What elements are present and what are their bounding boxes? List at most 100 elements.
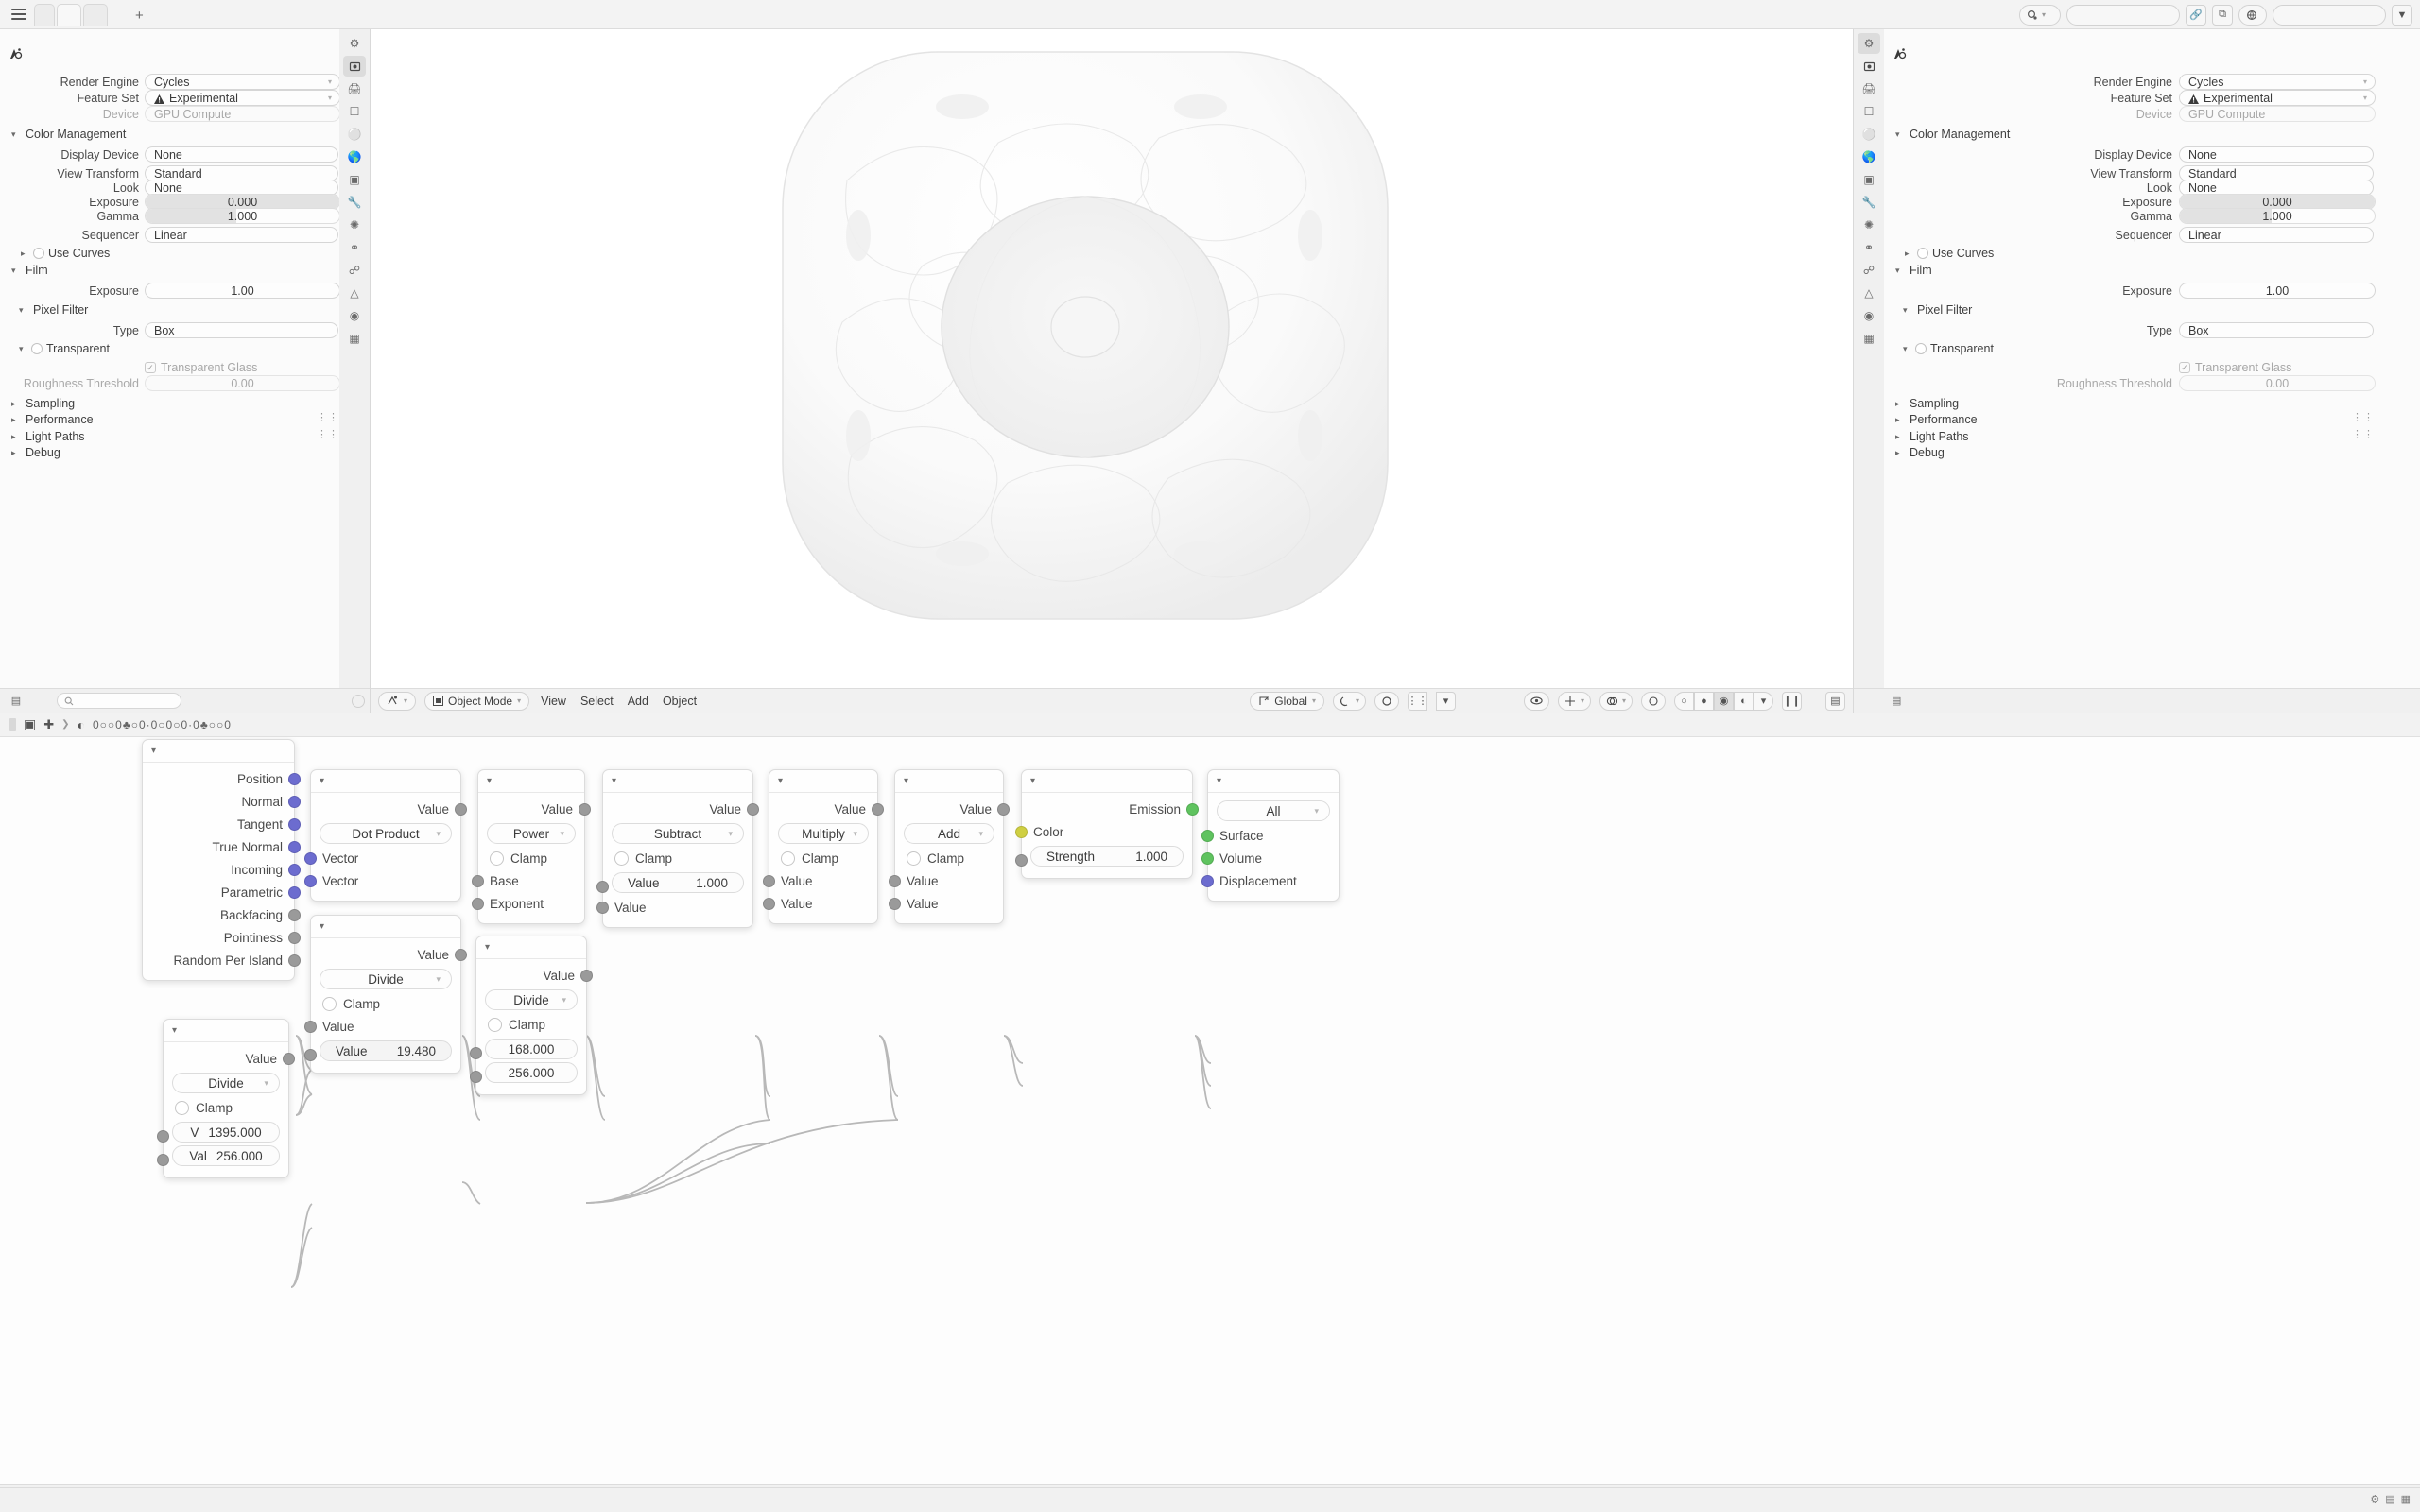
shading-wireframe[interactable]: ○ — [1674, 691, 1694, 711]
power-operation-dropdown[interactable]: Power ▾ — [487, 823, 576, 844]
divide-168-value-b-field[interactable]: 256.000 — [485, 1062, 578, 1083]
tab-material-right[interactable]: ◉ — [1863, 309, 1875, 322]
divide-1395-clamp-checkbox[interactable]: Clamp — [164, 1096, 288, 1119]
tab-view-layer[interactable]: ☐ — [349, 105, 360, 118]
scene-selector[interactable]: ▾ — [2019, 4, 2061, 26]
link-icon[interactable]: 🔗 — [2186, 4, 2206, 26]
node-divide-168-header[interactable]: ▾ — [476, 936, 586, 959]
pixel-filter-section-right[interactable]: ▾ Pixel Filter — [1903, 303, 1973, 317]
node-math-multiply-header[interactable]: ▾ — [769, 770, 877, 793]
tab-world[interactable]: 🌎 — [347, 150, 362, 163]
tab-world-right[interactable]: 🌎 — [1861, 150, 1876, 163]
tab-physics-right[interactable]: ⚭ — [1863, 241, 1875, 254]
node-material-output-header[interactable]: ▾ — [1208, 770, 1339, 793]
node-math-subtract[interactable]: ▾ Value Subtract ▾ Clamp Value 1.000 Value — [596, 769, 759, 928]
material-output-surface[interactable]: Surface — [1201, 824, 1339, 847]
divide-1395-value-a-field[interactable]: V 1395.000 — [172, 1122, 280, 1143]
node-geometry[interactable]: ▾ Position Normal Tangent True Normal In… — [142, 739, 301, 981]
pixel-filter-section[interactable]: ▾ Pixel Filter — [19, 303, 89, 317]
gamma-slider-right[interactable]: 1.000 — [2179, 208, 2376, 224]
divide-19-value-field[interactable]: Value 19.480 — [320, 1040, 452, 1061]
scene-name-field[interactable] — [2066, 4, 2180, 26]
workspace-tab-2[interactable] — [57, 4, 81, 26]
node-canvas[interactable]: ▾ Position Normal Tangent True Normal In… — [0, 737, 2420, 1484]
transparent-glass-checkbox[interactable]: ✓ Transparent Glass — [145, 361, 257, 374]
subtract-value-a-field[interactable]: Value 1.000 — [612, 872, 744, 893]
shading-options[interactable]: ▾ — [1754, 691, 1773, 711]
tab-constraints[interactable]: ☍ — [348, 264, 361, 277]
feature-set-dropdown[interactable]: Experimental ▾ — [145, 90, 339, 106]
vector-math-operation-dropdown[interactable]: Dot Product ▾ — [320, 823, 452, 844]
tab-particles-right[interactable]: ✺ — [1863, 218, 1875, 232]
debug-section[interactable]: ▸ Debug — [11, 446, 60, 459]
subtract-operation-dropdown[interactable]: Subtract ▾ — [612, 823, 744, 844]
node-vector-math[interactable]: ▾ Value Dot Product ▾ Vector Vector — [304, 769, 467, 902]
film-exposure-field-right[interactable]: 1.00 — [2179, 283, 2376, 299]
proportional-edit-toggle[interactable] — [1374, 691, 1399, 711]
editor-type-icon-right[interactable]: ▤ — [1892, 696, 1902, 707]
snap-toggle[interactable]: ▾ — [1332, 691, 1366, 711]
light-paths-section-right[interactable]: ▸ Light Paths — [1895, 430, 1969, 443]
world-name-field[interactable] — [2273, 4, 2386, 26]
socket-incoming[interactable]: Incoming — [143, 858, 301, 881]
tab-data[interactable]: △ — [350, 286, 359, 300]
transparent-radio[interactable] — [31, 343, 43, 354]
socket-pointiness[interactable]: Pointiness — [143, 926, 301, 949]
workspace-tab-3[interactable] — [83, 4, 108, 26]
divide-1395-operation-dropdown[interactable]: Divide ▾ — [172, 1073, 280, 1093]
color-management-section[interactable]: ▾ Color Management — [11, 128, 127, 141]
vector-math-value-output[interactable]: Value — [311, 798, 467, 820]
divide-168-value-output[interactable]: Value — [476, 964, 593, 987]
tab-texture[interactable]: ▦ — [349, 332, 360, 345]
multiply-input-value-a[interactable]: Value — [763, 869, 877, 892]
node-math-divide-168[interactable]: ▾ Value Divide ▾ Clamp 168.000 256.000 — [470, 936, 593, 1095]
multiply-operation-dropdown[interactable]: Multiply ▾ — [778, 823, 869, 844]
viewport-menu-select[interactable]: Select — [579, 694, 614, 708]
visibility-toggle[interactable] — [1523, 691, 1549, 711]
sampling-section-right[interactable]: ▸ Sampling — [1895, 397, 1960, 410]
transparent-glass-checkbox-right[interactable]: ✓ Transparent Glass — [2179, 361, 2291, 374]
tab-output-right[interactable]: 🖨 — [1861, 82, 1876, 95]
material-output-displacement[interactable]: Displacement — [1201, 869, 1339, 892]
tab-texture-right[interactable]: ▦ — [1863, 332, 1875, 345]
node-math-multiply[interactable]: ▾ Value Multiply ▾ Clamp Value Value — [763, 769, 884, 924]
gamma-slider[interactable]: 1.000 — [145, 208, 339, 224]
use-curves-radio[interactable] — [33, 248, 44, 259]
transform-orientation-selector[interactable]: Global ▾ — [1250, 691, 1324, 711]
performance-grip-right[interactable]: ⋮⋮ — [2352, 412, 2375, 423]
tab-view-layer-right[interactable]: ☐ — [1863, 105, 1875, 118]
tab-tool-right[interactable]: ⚙ — [1858, 33, 1880, 54]
socket-random-per-island[interactable]: Random Per Island — [143, 949, 301, 971]
viewport-3d[interactable]: ▾ Object Mode ▾ View Select Add Object G… — [371, 29, 1853, 713]
divide-168-operation-dropdown[interactable]: Divide ▾ — [485, 989, 578, 1010]
multiply-clamp-checkbox[interactable]: Clamp — [769, 847, 877, 869]
sequencer-dropdown-right[interactable]: Linear — [2179, 227, 2374, 243]
power-value-output[interactable]: Value — [478, 798, 591, 820]
pause-render-icon[interactable]: ❙❙ — [1782, 691, 1802, 711]
editor-type-selector-viewport[interactable]: ▾ — [378, 691, 417, 711]
tab-constraints-right[interactable]: ☍ — [1862, 264, 1876, 277]
render-engine-dropdown[interactable]: Cycles ▾ — [145, 74, 339, 90]
divide-19-value-output[interactable]: Value — [311, 943, 467, 966]
device-dropdown[interactable]: GPU Compute — [145, 106, 339, 122]
debug-section-right[interactable]: ▸ Debug — [1895, 446, 1945, 459]
tab-particles[interactable]: ✺ — [349, 218, 360, 232]
node-divide-1395-header[interactable]: ▾ — [164, 1020, 288, 1042]
performance-section-right[interactable]: ▸ Performance — [1895, 413, 1978, 426]
snap-grid-icon[interactable]: ⋮⋮ — [1407, 691, 1427, 711]
hamburger-icon[interactable] — [9, 6, 28, 23]
add-workspace-button[interactable]: + — [135, 8, 144, 24]
viewport-options-icon[interactable]: ▤ — [1825, 691, 1845, 711]
add-icon[interactable]: ✚ — [43, 716, 55, 731]
power-clamp-checkbox[interactable]: Clamp — [478, 847, 584, 869]
socket-tangent[interactable]: Tangent — [143, 813, 301, 835]
color-management-section-right[interactable]: ▾ Color Management — [1895, 128, 2011, 141]
filter-icon[interactable]: ▼ — [2392, 4, 2412, 26]
add-input-value-b[interactable]: Value — [889, 892, 1003, 915]
light-paths-grip[interactable]: ⋮⋮ — [317, 429, 339, 440]
display-device-dropdown-right[interactable]: None — [2179, 146, 2374, 163]
tab-render[interactable] — [343, 56, 366, 77]
node-math-add-header[interactable]: ▾ — [895, 770, 1003, 793]
tab-output[interactable]: 🖨 — [347, 82, 362, 95]
device-dropdown-right[interactable]: GPU Compute — [2179, 106, 2376, 122]
